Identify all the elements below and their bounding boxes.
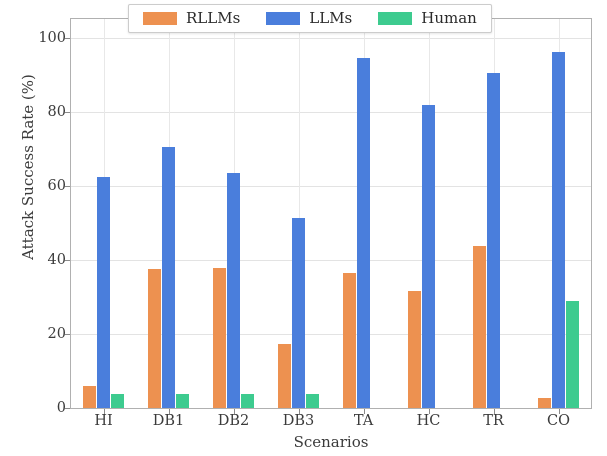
legend-label: RLLMs xyxy=(186,9,241,27)
bar-rllms-db3 xyxy=(278,343,291,408)
x-tick-label-db1: DB1 xyxy=(152,413,185,429)
x-tick-mark xyxy=(104,409,105,414)
x-tick-mark xyxy=(299,409,300,414)
y-tick-label: 20 xyxy=(47,325,66,342)
bar-llms-db1 xyxy=(162,147,175,408)
gridline xyxy=(71,185,591,187)
bar-human-db1 xyxy=(176,394,189,408)
x-tick-label-db2: DB2 xyxy=(217,413,250,429)
gridline xyxy=(71,259,591,261)
x-tick-mark xyxy=(559,409,560,414)
legend-label: Human xyxy=(421,9,477,27)
legend-entry-rllms: RLLMs xyxy=(143,11,240,26)
legend-entry-llms: LLMs xyxy=(266,11,352,26)
legend-swatch-rllms xyxy=(143,12,177,25)
y-tick-label: 40 xyxy=(47,251,66,268)
x-tick-mark xyxy=(234,409,235,414)
bar-llms-hi xyxy=(97,176,110,408)
x-tick-mark xyxy=(364,409,365,414)
y-tick-mark xyxy=(65,333,70,335)
x-tick-mark xyxy=(429,409,430,414)
gridline xyxy=(299,19,300,408)
y-tick-label: 100 xyxy=(38,29,66,46)
gridline xyxy=(71,37,591,39)
y-tick-label: 80 xyxy=(47,103,66,120)
bar-llms-tr xyxy=(487,72,500,408)
bar-rllms-tr xyxy=(473,246,486,408)
x-tick-label-tr: TR xyxy=(483,413,504,429)
legend: RLLMs LLMs Human xyxy=(128,4,492,33)
x-tick-label-hi: HI xyxy=(94,413,113,429)
bar-llms-co xyxy=(552,52,565,408)
y-tick-label: 60 xyxy=(47,177,66,194)
bar-rllms-hi xyxy=(83,386,96,408)
bar-llms-db3 xyxy=(292,217,305,408)
y-axis-ticks: 0 20 40 60 80 100 xyxy=(16,18,66,415)
bar-human-db3 xyxy=(306,394,319,408)
y-tick-label: 0 xyxy=(56,399,66,416)
bar-human-co xyxy=(566,300,579,408)
legend-swatch-llms xyxy=(266,12,301,25)
bar-rllms-ta xyxy=(343,272,356,408)
bar-llms-db2 xyxy=(227,172,240,408)
legend-swatch-human xyxy=(378,12,413,25)
bars-container xyxy=(71,19,591,408)
gridline xyxy=(71,333,591,335)
y-tick-mark xyxy=(65,111,70,113)
x-axis-title: Scenarios xyxy=(293,433,369,451)
y-tick-mark xyxy=(65,37,70,39)
bar-llms-ta xyxy=(357,57,370,408)
x-tick-label-co: CO xyxy=(547,413,570,429)
y-tick-mark xyxy=(65,185,70,187)
y-axis-title: Attack Success Rate (%) xyxy=(19,74,37,260)
x-tick-label-hc: HC xyxy=(416,413,441,429)
legend-entry-human: Human xyxy=(378,11,477,26)
x-tick-label-ta: TA xyxy=(353,413,374,429)
bar-llms-hc xyxy=(422,104,435,408)
y-tick-mark xyxy=(65,408,70,409)
y-tick-mark xyxy=(65,259,70,261)
x-tick-mark xyxy=(169,409,170,414)
bar-rllms-db2 xyxy=(213,267,226,408)
x-tick-label-db3: DB3 xyxy=(282,413,315,429)
bar-rllms-db1 xyxy=(148,269,161,408)
bar-human-db2 xyxy=(241,394,254,408)
legend-label: LLMs xyxy=(309,9,353,27)
bar-rllms-co xyxy=(538,397,551,408)
gridline xyxy=(71,111,591,113)
x-tick-mark xyxy=(494,409,495,414)
bar-human-hi xyxy=(111,394,124,408)
bar-rllms-hc xyxy=(408,290,421,408)
